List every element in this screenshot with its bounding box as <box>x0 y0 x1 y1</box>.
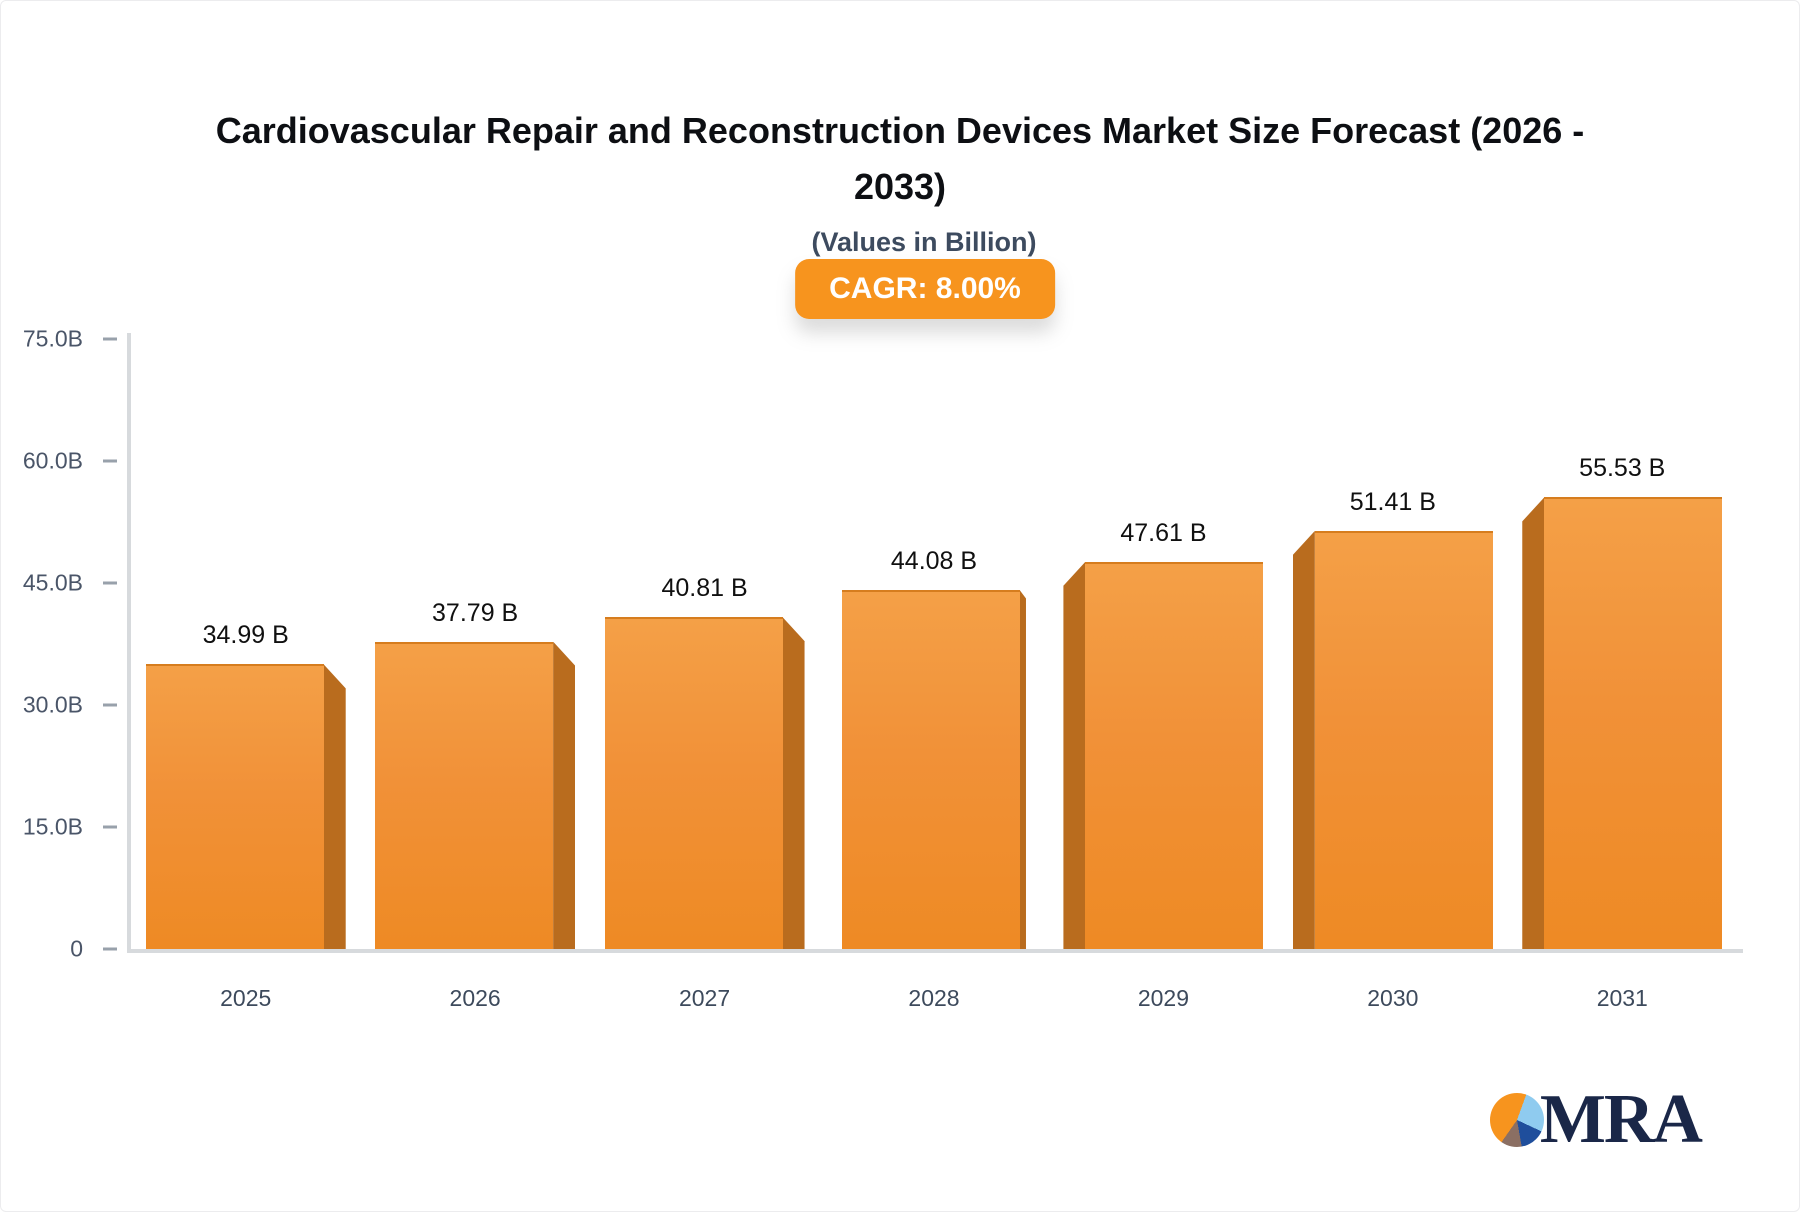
bar-value-label: 51.41 B <box>1349 487 1436 516</box>
y-tick-mark <box>103 703 117 707</box>
x-axis-label: 2031 <box>1596 985 1648 1011</box>
bar-value-label: 55.53 B <box>1579 454 1666 483</box>
bar-face[interactable] <box>1314 530 1493 949</box>
chart-title-line2: 2033) <box>853 166 947 207</box>
chart-title-line1: Cardiovascular Repair and Reconstruction… <box>215 110 1585 151</box>
y-tick-label: 30.0B <box>22 691 83 718</box>
mra-logo: MRA <box>1489 1081 1703 1158</box>
y-tick-mark <box>103 337 117 341</box>
bar-side-face <box>782 617 805 949</box>
pie-chart-logo-icon <box>1489 1093 1544 1147</box>
bar-2031[interactable] <box>1522 497 1723 949</box>
y-tick-mark <box>103 459 117 463</box>
y-tick: 45.0B <box>5 570 117 597</box>
bar-side-face <box>1019 590 1026 949</box>
bar-side-face <box>1522 497 1545 949</box>
y-tick: 15.0B <box>5 814 117 841</box>
bar-side-face <box>1292 530 1315 949</box>
y-tick-label: 60.0B <box>22 447 83 474</box>
x-axis-label: 2026 <box>449 985 501 1011</box>
y-tick-label: 0 <box>70 935 83 962</box>
bar-value-label: 40.81 B <box>661 574 748 603</box>
chart-subtitle: (Values in Billion) <box>811 227 1037 257</box>
y-tick-label: 45.0B <box>22 569 83 596</box>
bar-face[interactable] <box>841 590 1020 949</box>
y-tick-mark <box>103 947 117 951</box>
bar-2026[interactable] <box>375 641 576 949</box>
y-tick: 75.0B <box>5 326 117 353</box>
y-tick-mark <box>103 825 117 829</box>
x-axis-label: 2030 <box>1367 985 1419 1011</box>
bar-side-face <box>1063 561 1086 949</box>
bar-column: 44.08 B 2028 <box>819 339 1048 1011</box>
x-axis-label: 2029 <box>1137 985 1189 1011</box>
bar-face[interactable] <box>604 617 783 949</box>
cagr-badge: CAGR: 8.00% <box>795 259 1055 319</box>
bar-column: 47.61 B 2029 <box>1049 339 1278 1011</box>
bar-face[interactable] <box>1544 497 1723 949</box>
x-axis-label: 2028 <box>908 985 960 1011</box>
plot-area: 75.0B 60.0B 45.0B 30.0B 15.0B 0 34.99 B 2025 37… <box>23 326 1743 1011</box>
bar-2027[interactable] <box>604 617 805 949</box>
bar-value-label: 44.08 B <box>890 547 978 576</box>
bar-face[interactable] <box>1085 561 1264 949</box>
y-tick: 0 <box>5 936 117 963</box>
bar-face[interactable] <box>375 641 554 949</box>
y-tick: 60.0B <box>5 448 117 475</box>
bar-face[interactable] <box>145 664 324 949</box>
y-axis-line <box>127 333 131 952</box>
x-axis-label: 2025 <box>220 985 272 1011</box>
bar-column: 51.41 B 2030 <box>1278 339 1507 1011</box>
bar-column: 55.53 B 2031 <box>1508 339 1737 1011</box>
bar-value-label: 34.99 B <box>202 621 289 650</box>
bar-side-face <box>553 641 576 949</box>
bar-2028[interactable] <box>841 590 1026 949</box>
bar-value-label: 37.79 B <box>432 598 519 627</box>
x-axis-line <box>127 949 1743 953</box>
bar-value-label: 47.61 B <box>1120 518 1207 547</box>
chart-title: Cardiovascular Repair and Reconstruction… <box>91 103 1709 215</box>
logo-text: MRA <box>1539 1081 1703 1158</box>
bar-column: 37.79 B 2026 <box>360 339 589 1011</box>
bar-2029[interactable] <box>1063 561 1264 949</box>
y-tick-label: 75.0B <box>22 325 83 352</box>
bar-2030[interactable] <box>1292 530 1493 949</box>
bar-column: 40.81 B 2027 <box>590 339 819 1011</box>
bar-column: 34.99 B 2025 <box>131 339 360 1011</box>
bar-side-face <box>323 664 346 949</box>
x-axis-label: 2027 <box>678 985 731 1011</box>
y-tick-label: 15.0B <box>22 813 83 840</box>
y-tick: 30.0B <box>5 692 117 719</box>
bar-2025[interactable] <box>145 664 346 949</box>
y-tick-mark <box>103 581 117 585</box>
